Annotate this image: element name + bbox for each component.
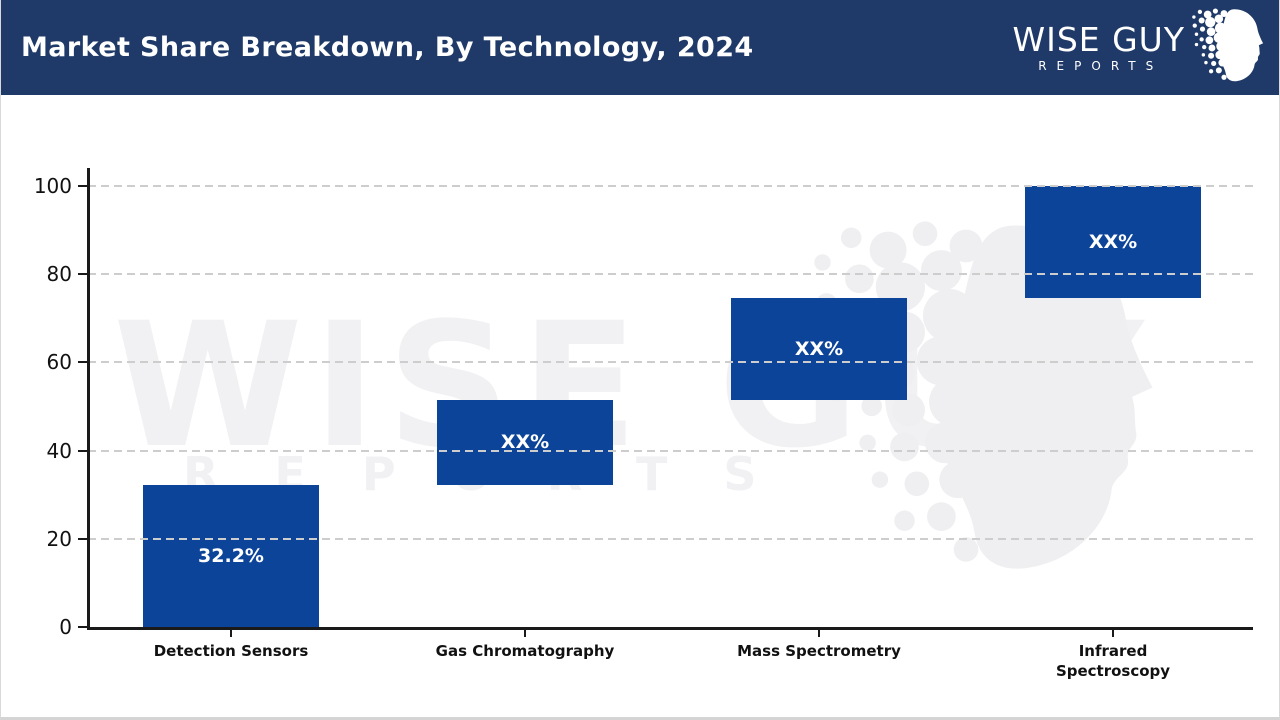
y-axis-line — [87, 168, 90, 629]
header: Market Share Breakdown, By Technology, 2… — [1, 0, 1279, 95]
y-tick-mark — [78, 449, 87, 452]
logo-wordmark: WISE GUY — [1012, 19, 1185, 59]
x-axis-line — [87, 627, 1253, 630]
gridline — [88, 185, 1253, 187]
bar-value-label: 32.2% — [198, 544, 264, 567]
page-title: Market Share Breakdown, By Technology, 2… — [21, 32, 754, 63]
y-tick-mark — [78, 273, 87, 276]
x-category-label: Infrared Spectroscopy — [1055, 642, 1171, 681]
plot-area: 0 20 40 60 80 100 32.2% Detection Sensors XX% Gas… — [1, 95, 1279, 717]
y-tick-mark — [78, 537, 87, 540]
bar — [143, 484, 319, 627]
x-tick-mark — [230, 629, 232, 637]
y-tick-mark — [78, 626, 87, 628]
bar-value-label: XX% — [500, 431, 550, 454]
x-category-label: Gas Chromatography — [435, 642, 615, 660]
y-tick-label: 20 — [46, 526, 72, 551]
bar — [731, 297, 907, 400]
bar — [437, 399, 613, 485]
x-tick-mark — [524, 629, 526, 637]
y-tick-label: 80 — [46, 262, 72, 287]
logo-subtext: REPORTS — [1038, 58, 1164, 73]
y-tick-label: 40 — [46, 438, 72, 463]
gridline — [88, 361, 1253, 364]
brand-logo: WISE GUY REPORTS — [1012, 5, 1267, 91]
x-category-label: Mass Spectrometry — [737, 642, 901, 660]
x-tick-mark — [818, 629, 820, 637]
y-tick-label: 100 — [33, 174, 72, 198]
chart-area: WISE GUY REPORTS — [1, 95, 1279, 717]
bar-value-label: XX% — [794, 337, 844, 360]
x-category-label: Detection Sensors — [153, 642, 309, 660]
gridline — [88, 537, 1253, 540]
gridline — [88, 449, 1253, 452]
logo-text: WISE GUY REPORTS — [1012, 23, 1185, 73]
y-tick-label: 60 — [46, 350, 72, 375]
gridline — [88, 273, 1253, 276]
bar-value-label: XX% — [1088, 230, 1138, 253]
x-tick-mark — [1112, 629, 1114, 637]
y-tick-label: 0 — [59, 615, 72, 639]
logo-head-icon — [1192, 7, 1264, 81]
y-tick-mark — [78, 185, 87, 187]
y-tick-mark — [78, 361, 87, 364]
